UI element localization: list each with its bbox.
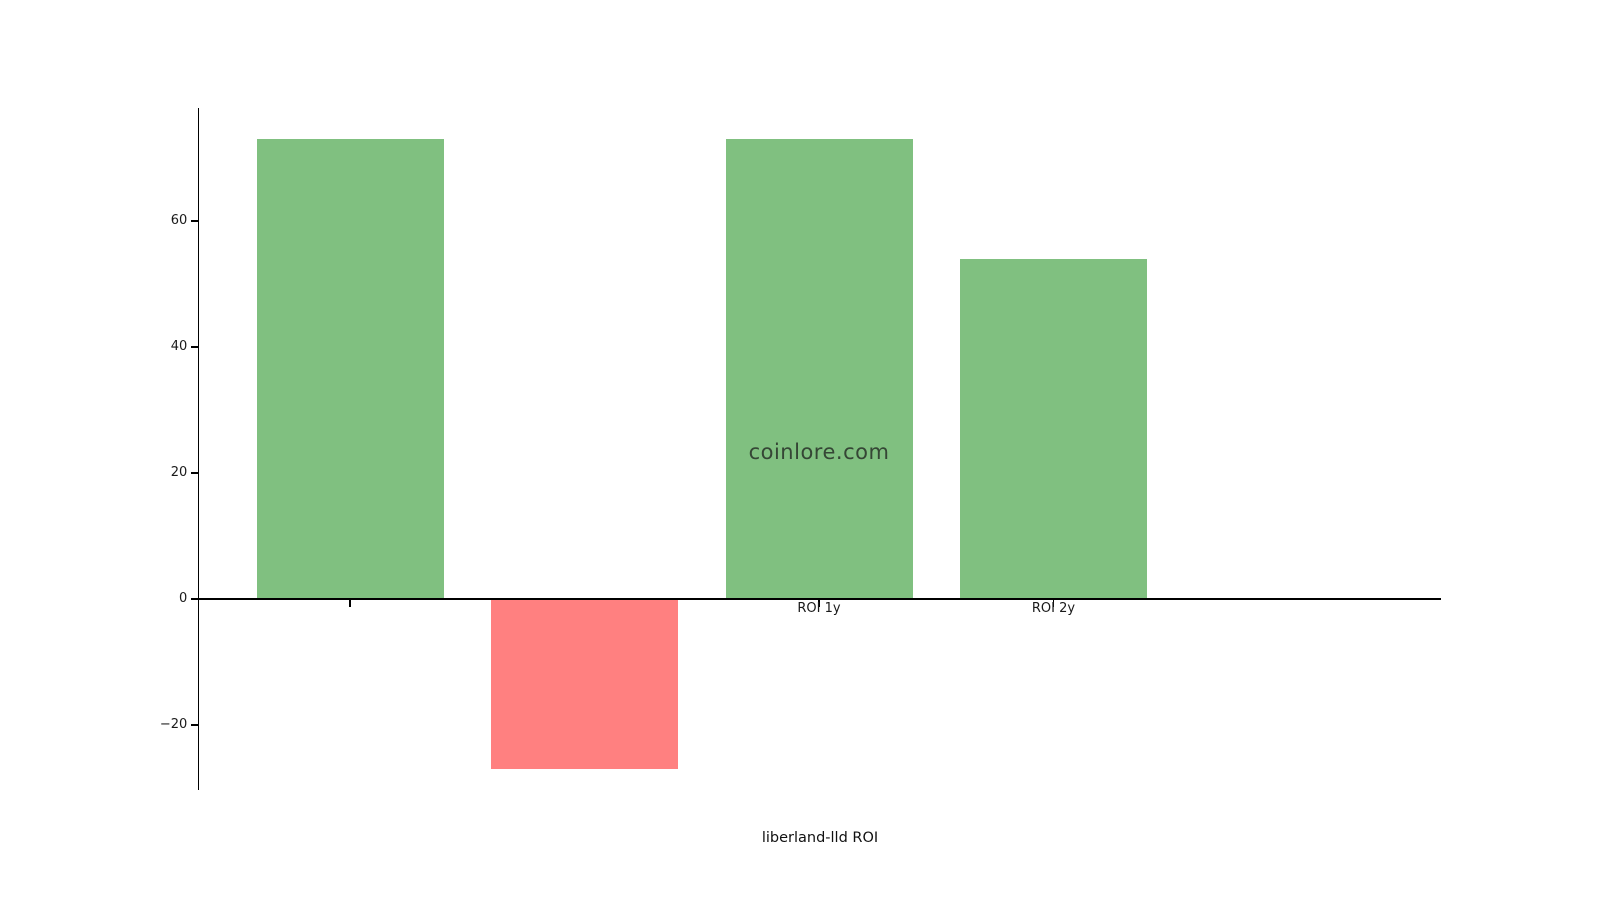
watermark-text: coinlore.com (748, 440, 890, 464)
x-tick-label-roi-2y: ROI 2y (1031, 601, 1076, 616)
y-tick-mark--20 (191, 724, 199, 726)
y-tick-mark-40 (191, 346, 199, 348)
bar-roi-1y (725, 139, 913, 599)
y-tick-label-60: 60 (170, 213, 188, 228)
bar-roi-2y (960, 258, 1147, 599)
x-tick-mark-roi-2y (1052, 599, 1055, 607)
bar-2 (491, 599, 678, 770)
y-tick-label-0: 0 (178, 591, 188, 606)
y-axis-line (197, 108, 199, 790)
x-axis-line (197, 598, 1441, 600)
y-tick-label-20: 20 (170, 465, 188, 480)
y-tick-label-40: 40 (170, 339, 188, 354)
y-tick-mark-20 (191, 472, 199, 474)
x-tick-mark-roi-1y (818, 599, 820, 607)
chart-title: liberland-lld ROI (761, 830, 879, 846)
x-tick-mark-1 (349, 599, 351, 607)
y-tick-label--20: −20 (159, 717, 188, 732)
y-tick-mark-60 (191, 220, 199, 222)
y-tick-mark-0 (191, 598, 199, 600)
x-tick-label-roi-1y: ROI 1y (797, 601, 841, 616)
bar-1 (256, 139, 444, 599)
